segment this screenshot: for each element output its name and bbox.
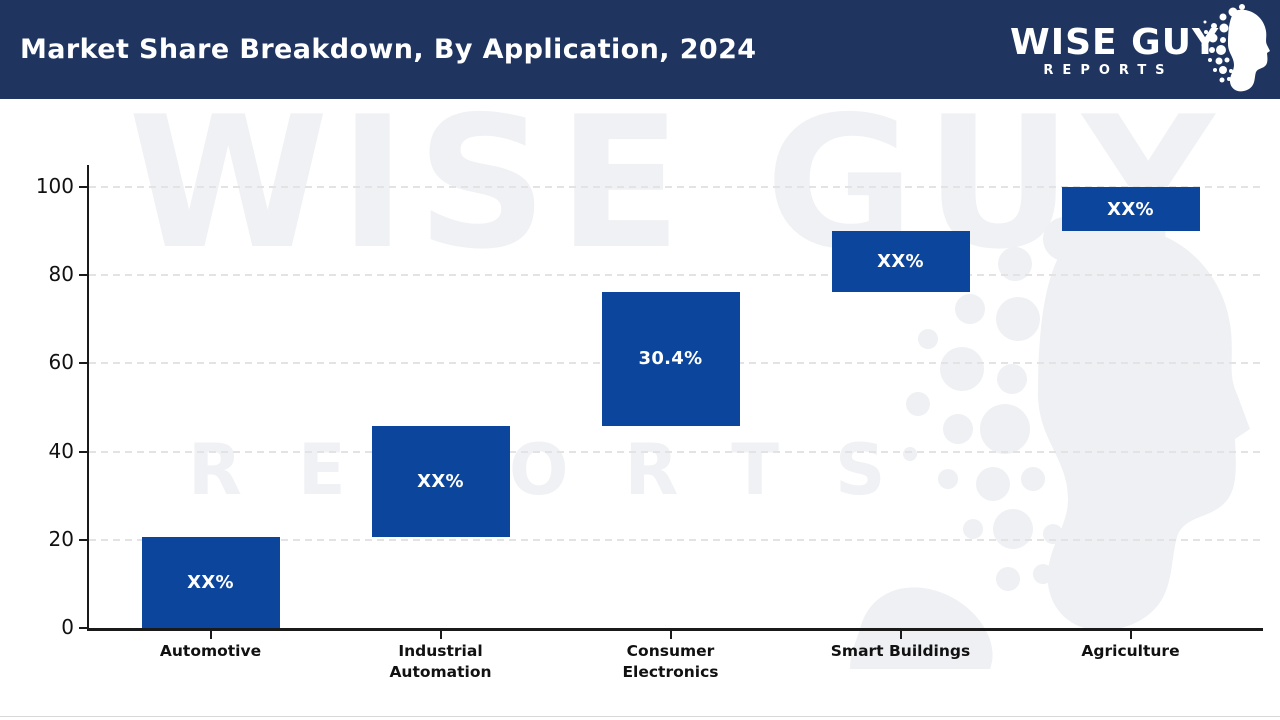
wise-guy-reports-logo: WISE GUY REPORTS bbox=[1010, 0, 1270, 99]
bar-value-label: XX% bbox=[417, 471, 464, 493]
logo-head-icon bbox=[1201, 4, 1270, 92]
logo-wordmark: WISE GUY bbox=[1010, 22, 1220, 63]
page-title: Market Share Breakdown, By Application, … bbox=[20, 34, 757, 65]
y-tick-mark bbox=[79, 450, 87, 453]
bar-value-label: 30.4% bbox=[638, 348, 703, 370]
x-category-label: Consumer Electronics bbox=[622, 642, 719, 681]
bar-industrial-automation: XX% bbox=[371, 426, 510, 538]
x-axis-line bbox=[87, 628, 1263, 631]
bar-automotive: XX% bbox=[141, 537, 280, 628]
gridline bbox=[89, 274, 1263, 277]
y-tick-label: 20 bbox=[48, 526, 74, 551]
y-tick-mark bbox=[79, 186, 87, 188]
y-tick-label: 40 bbox=[48, 438, 74, 463]
bar-value-label: XX% bbox=[1107, 198, 1154, 220]
bar-value-label: XX% bbox=[187, 572, 234, 594]
x-tick-mark bbox=[899, 631, 902, 639]
gridline bbox=[89, 186, 1263, 188]
y-tick-label: 0 bbox=[61, 615, 74, 639]
gridline bbox=[89, 538, 1263, 541]
y-tick-mark bbox=[79, 627, 87, 629]
x-tick-mark bbox=[1129, 631, 1132, 639]
y-tick-mark bbox=[79, 538, 87, 541]
x-tick-mark bbox=[209, 631, 212, 639]
y-tick-mark bbox=[79, 362, 87, 365]
x-category-label: Industrial Automation bbox=[389, 642, 492, 681]
bar-agriculture: XX% bbox=[1061, 187, 1200, 232]
y-tick-mark bbox=[79, 274, 87, 277]
x-tick-mark bbox=[669, 631, 672, 639]
bar-smart-buildings: XX% bbox=[831, 231, 970, 292]
bottom-divider bbox=[0, 716, 1280, 717]
logo-subtext: REPORTS bbox=[1043, 63, 1174, 78]
x-category-label: Agriculture bbox=[1081, 642, 1180, 660]
y-tick-label: 80 bbox=[48, 262, 74, 287]
x-tick-mark bbox=[439, 631, 442, 639]
y-tick-label: 100 bbox=[35, 174, 74, 198]
x-category-label: Automotive bbox=[159, 642, 262, 660]
gridline bbox=[89, 450, 1263, 453]
bar-consumer-electronics: 30.4% bbox=[601, 291, 740, 427]
x-category-label: Smart Buildings bbox=[830, 642, 971, 660]
y-axis-line bbox=[87, 165, 89, 629]
y-tick-label: 60 bbox=[48, 350, 74, 375]
header-band: Market Share Breakdown, By Application, … bbox=[0, 0, 1280, 99]
bar-value-label: XX% bbox=[877, 251, 924, 273]
